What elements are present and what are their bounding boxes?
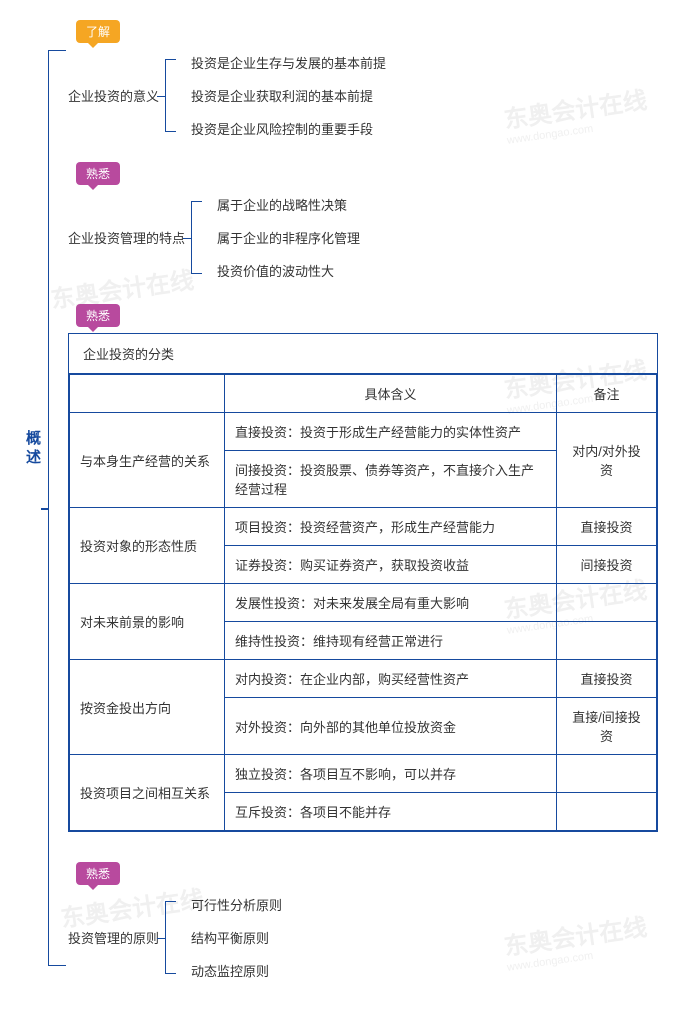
meaning-cell: 对内投资：在企业内部，购买经营性资产 (225, 660, 557, 698)
bracket-connector (165, 889, 181, 986)
note-cell: 直接/间接投资 (557, 698, 657, 755)
section-principles: 熟悉 投资管理的原则 可行性分析原则 结构平衡原则 动态监控原则 (68, 862, 668, 986)
leaf-item: 结构平衡原则 (187, 928, 282, 947)
table-header-row: 具体含义 备注 (70, 375, 657, 413)
category-cell: 对未来前景的影响 (70, 584, 225, 660)
meaning-cell: 独立投资：各项目互不影响，可以并存 (225, 755, 557, 793)
category-cell: 按资金投出方向 (70, 660, 225, 755)
note-cell: 间接投资 (557, 546, 657, 584)
leaf-item: 投资是企业风险控制的重要手段 (187, 119, 386, 138)
note-cell (557, 755, 657, 793)
category-cell: 与本身生产经营的关系 (70, 413, 225, 508)
meaning-cell: 对外投资：向外部的其他单位投放资金 (225, 698, 557, 755)
note-cell (557, 584, 657, 622)
leaf-item: 投资价值的波动性大 (213, 261, 360, 280)
section-features: 熟悉 企业投资管理的特点 属于企业的战略性决策 属于企业的非程序化管理 投资价值… (68, 162, 668, 286)
table-header: 备注 (557, 375, 657, 413)
category-cell: 投资项目之间相互关系 (70, 755, 225, 831)
table-row: 投资项目之间相互关系 独立投资：各项目互不影响，可以并存 (70, 755, 657, 793)
section-classification: 熟悉 企业投资的分类 具体含义 备注 与本身生产经营的关系 直接投资：投资于形成… (68, 304, 668, 832)
classification-table: 企业投资的分类 具体含义 备注 与本身生产经营的关系 直接投资：投资于形成生产经… (68, 333, 658, 832)
meaning-cell: 直接投资：投资于形成生产经营能力的实体性资产 (225, 413, 557, 451)
meaning-cell: 发展性投资：对未来发展全局有重大影响 (225, 584, 557, 622)
table-row: 对未来前景的影响 发展性投资：对未来发展全局有重大影响 (70, 584, 657, 622)
note-cell (557, 793, 657, 831)
meaning-cell: 间接投资：投资股票、债券等资产，不直接介入生产经营过程 (225, 451, 557, 508)
meaning-cell: 维持性投资：维持现有经营正常进行 (225, 622, 557, 660)
table-header (70, 375, 225, 413)
bracket-connector (165, 47, 181, 144)
leaf-item: 投资是企业获取利润的基本前提 (187, 86, 386, 105)
table-row: 按资金投出方向 对内投资：在企业内部，购买经营性资产 直接投资 (70, 660, 657, 698)
meaning-cell: 证券投资：购买证券资产，获取投资收益 (225, 546, 557, 584)
note-cell: 对内/对外投资 (557, 413, 657, 508)
table-title: 企业投资的分类 (69, 334, 657, 374)
meaning-cell: 互斥投资：各项目不能并存 (225, 793, 557, 831)
leaf-item: 属于企业的战略性决策 (213, 195, 360, 214)
mindmap-diagram: 概述 了解 企业投资的意义 投资是企业生存与发展的基本前提 投资是企业获取利润的… (10, 20, 668, 986)
bracket-connector (191, 189, 207, 286)
branch-label: 企业投资的意义 (68, 82, 159, 109)
badge-familiar: 熟悉 (76, 304, 120, 327)
leaf-item: 动态监控原则 (187, 961, 282, 980)
meaning-cell: 项目投资：投资经营资产，形成生产经营能力 (225, 508, 557, 546)
note-cell (557, 622, 657, 660)
note-cell: 直接投资 (557, 660, 657, 698)
root-node-label: 概述 (22, 430, 43, 468)
leaf-item: 可行性分析原则 (187, 895, 282, 914)
note-cell: 直接投资 (557, 508, 657, 546)
branch-label: 投资管理的原则 (68, 924, 159, 951)
table-header: 具体含义 (225, 375, 557, 413)
main-bracket (48, 50, 66, 966)
badge-familiar: 熟悉 (76, 862, 120, 885)
section-meaning: 了解 企业投资的意义 投资是企业生存与发展的基本前提 投资是企业获取利润的基本前… (68, 20, 668, 144)
table-row: 投资对象的形态性质 项目投资：投资经营资产，形成生产经营能力 直接投资 (70, 508, 657, 546)
leaf-item: 属于企业的非程序化管理 (213, 228, 360, 247)
table-row: 与本身生产经营的关系 直接投资：投资于形成生产经营能力的实体性资产 对内/对外投… (70, 413, 657, 451)
category-cell: 投资对象的形态性质 (70, 508, 225, 584)
leaf-item: 投资是企业生存与发展的基本前提 (187, 53, 386, 72)
badge-familiar: 熟悉 (76, 162, 120, 185)
badge-understand: 了解 (76, 20, 120, 43)
branch-label: 企业投资管理的特点 (68, 224, 185, 251)
